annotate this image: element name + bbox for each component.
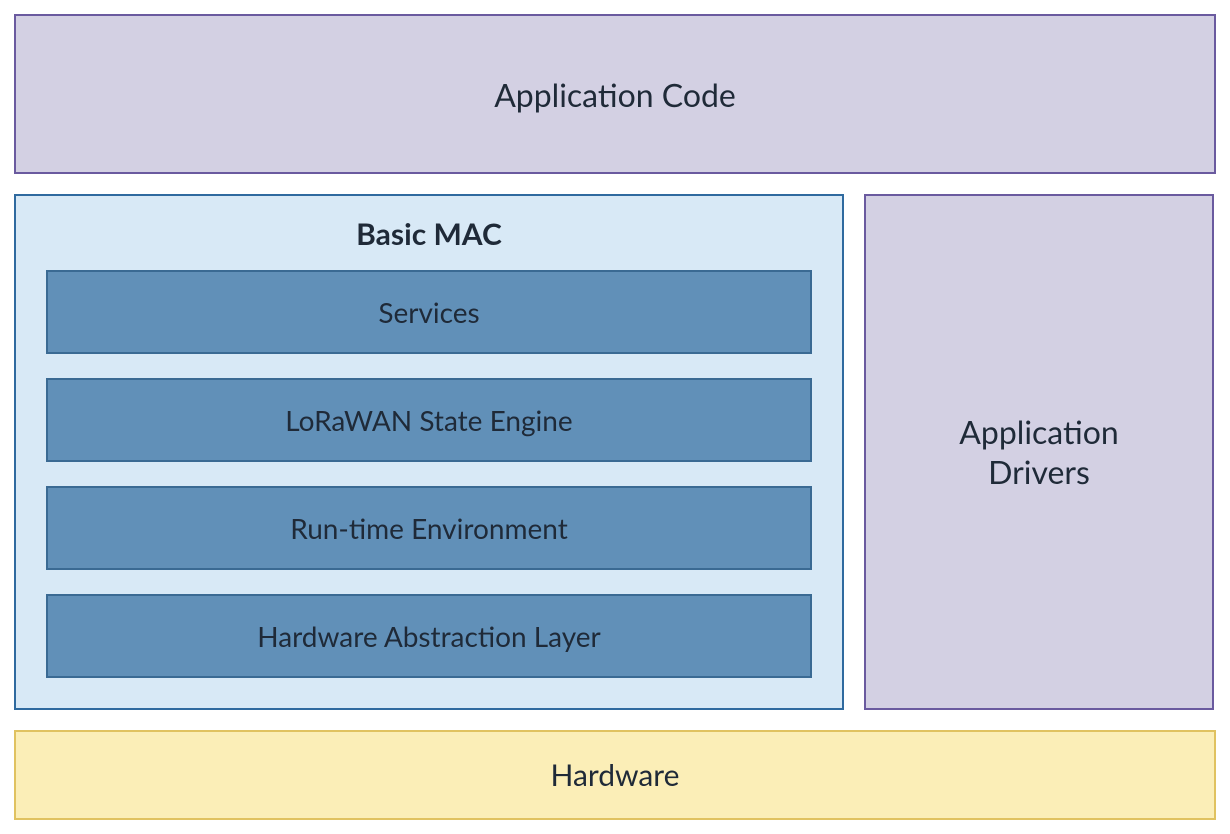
application-code-layer: Application Code [14,14,1216,174]
mac-layer-item: Services [46,270,812,354]
basic-mac-title: Basic MAC [46,216,812,252]
basic-mac-items: Services LoRaWAN State Engine Run-time Env… [46,270,812,678]
hardware-layer: Hardware [14,730,1216,820]
application-code-label: Application Code [494,75,736,114]
mac-layer-item: Hardware Abstraction Layer [46,594,812,678]
mac-layer-item-label: LoRaWAN State Engine [285,403,572,437]
application-drivers-label-line1: Application [959,412,1118,451]
application-drivers-layer: Application Drivers [864,194,1214,710]
mac-layer-item-label: Services [378,295,479,329]
hardware-label: Hardware [551,757,680,793]
basic-mac-container: Basic MAC Services LoRaWAN State Engine Ru… [14,194,844,710]
mac-layer-item: LoRaWAN State Engine [46,378,812,462]
mac-layer-item-label: Hardware Abstraction Layer [257,619,600,653]
application-drivers-label-line2: Drivers [988,452,1090,491]
architecture-diagram: Application Code Basic MAC Services LoRaW… [14,14,1216,820]
mac-layer-item-label: Run-time Environment [290,511,568,545]
mac-layer-item: Run-time Environment [46,486,812,570]
middle-row: Basic MAC Services LoRaWAN State Engine Ru… [14,194,1216,710]
